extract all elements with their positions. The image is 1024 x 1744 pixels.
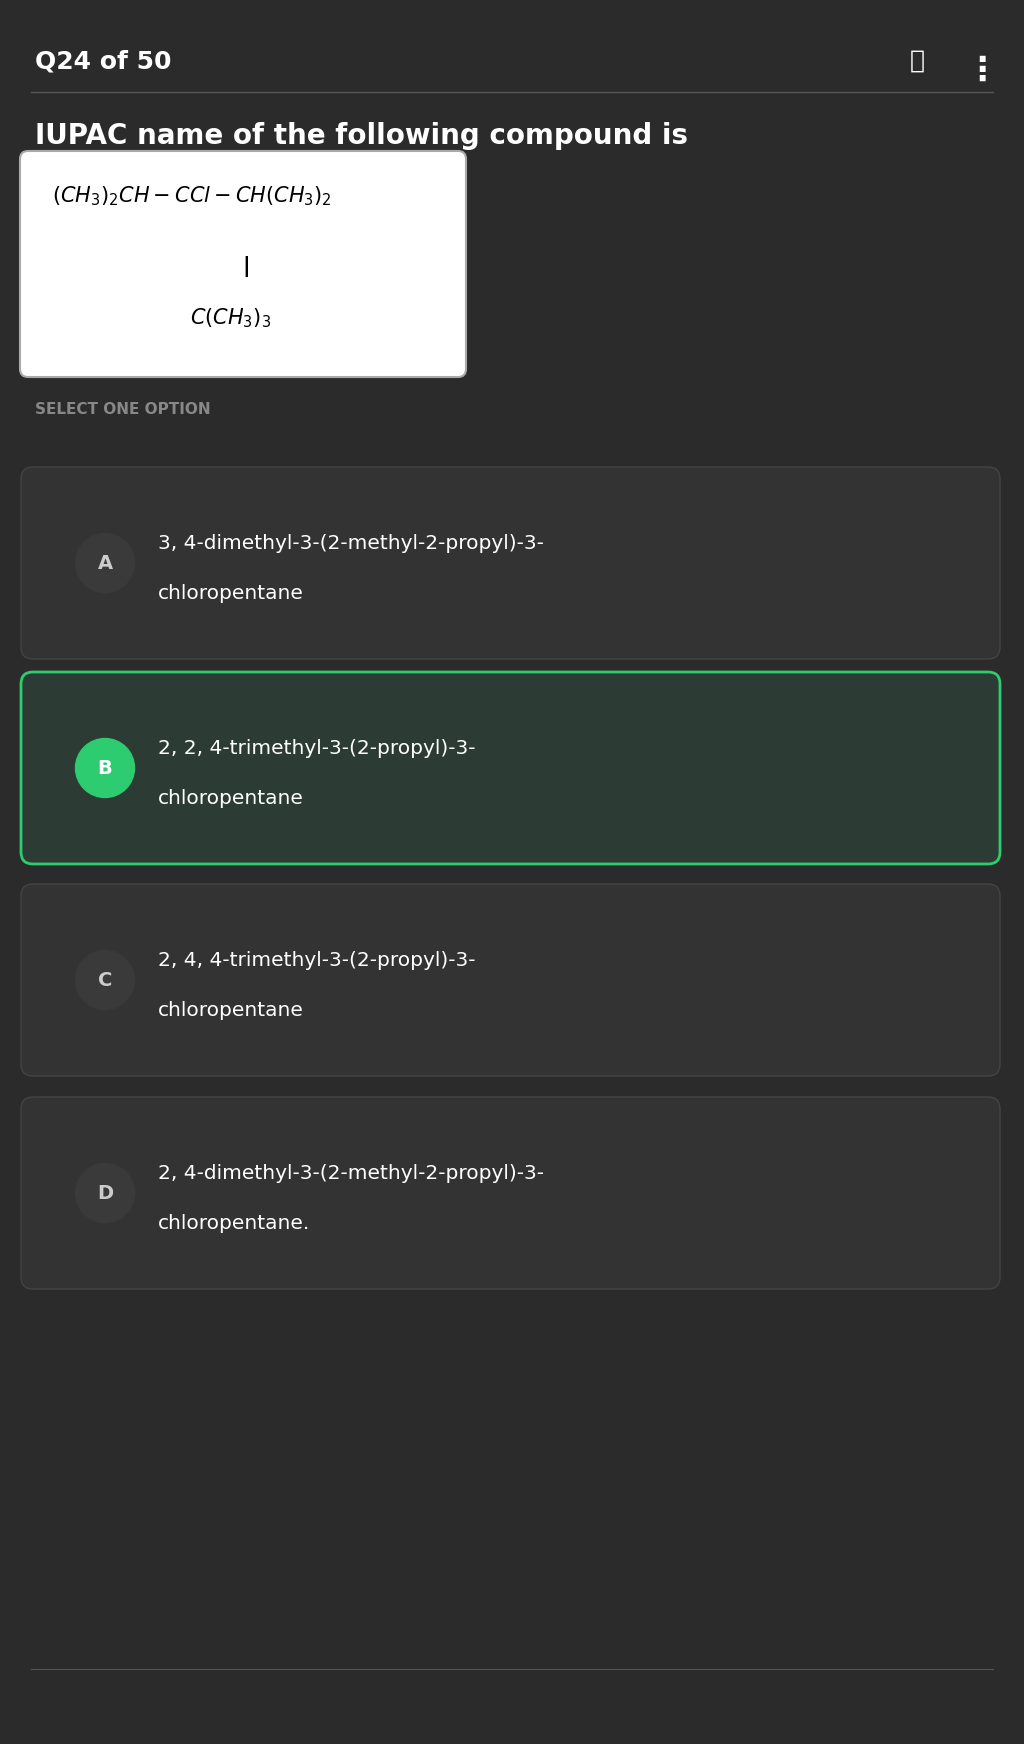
Text: chloropentane: chloropentane [158, 584, 304, 602]
Circle shape [76, 950, 134, 1010]
Text: B: B [97, 759, 113, 778]
Text: C: C [98, 970, 113, 989]
Text: SELECT ONE OPTION: SELECT ONE OPTION [35, 403, 211, 417]
Text: 2, 4-dimethyl-3-(2-methyl-2-propyl)-3-: 2, 4-dimethyl-3-(2-methyl-2-propyl)-3- [158, 1163, 544, 1182]
Text: 3, 4-dimethyl-3-(2-methyl-2-propyl)-3-: 3, 4-dimethyl-3-(2-methyl-2-propyl)-3- [158, 534, 544, 553]
Text: IUPAC name of the following compound is: IUPAC name of the following compound is [35, 122, 688, 150]
Circle shape [76, 534, 134, 593]
Text: Q24 of 50: Q24 of 50 [35, 49, 171, 73]
Circle shape [76, 1163, 134, 1223]
Text: 2, 4, 4-trimethyl-3-(2-propyl)-3-: 2, 4, 4-trimethyl-3-(2-propyl)-3- [158, 950, 475, 970]
Text: $(CH_3)_2CH-CCl-CH(CH_3)_2$: $(CH_3)_2CH-CCl-CH(CH_3)_2$ [52, 185, 332, 208]
Text: D: D [97, 1184, 113, 1203]
Text: ⋮: ⋮ [965, 54, 998, 87]
Circle shape [76, 738, 134, 797]
Text: $C(CH_3)_3$: $C(CH_3)_3$ [190, 305, 271, 330]
FancyBboxPatch shape [22, 671, 1000, 863]
Text: 🔖: 🔖 [910, 49, 925, 73]
FancyBboxPatch shape [22, 1097, 1000, 1289]
Text: A: A [97, 553, 113, 572]
Text: chloropentane: chloropentane [158, 788, 304, 807]
Text: 2, 2, 4-trimethyl-3-(2-propyl)-3-: 2, 2, 4-trimethyl-3-(2-propyl)-3- [158, 738, 475, 757]
FancyBboxPatch shape [22, 884, 1000, 1076]
Text: chloropentane.: chloropentane. [158, 1214, 310, 1233]
FancyBboxPatch shape [20, 152, 466, 377]
Text: chloropentane: chloropentane [158, 1001, 304, 1020]
FancyBboxPatch shape [22, 467, 1000, 659]
Text: |: | [242, 256, 250, 277]
